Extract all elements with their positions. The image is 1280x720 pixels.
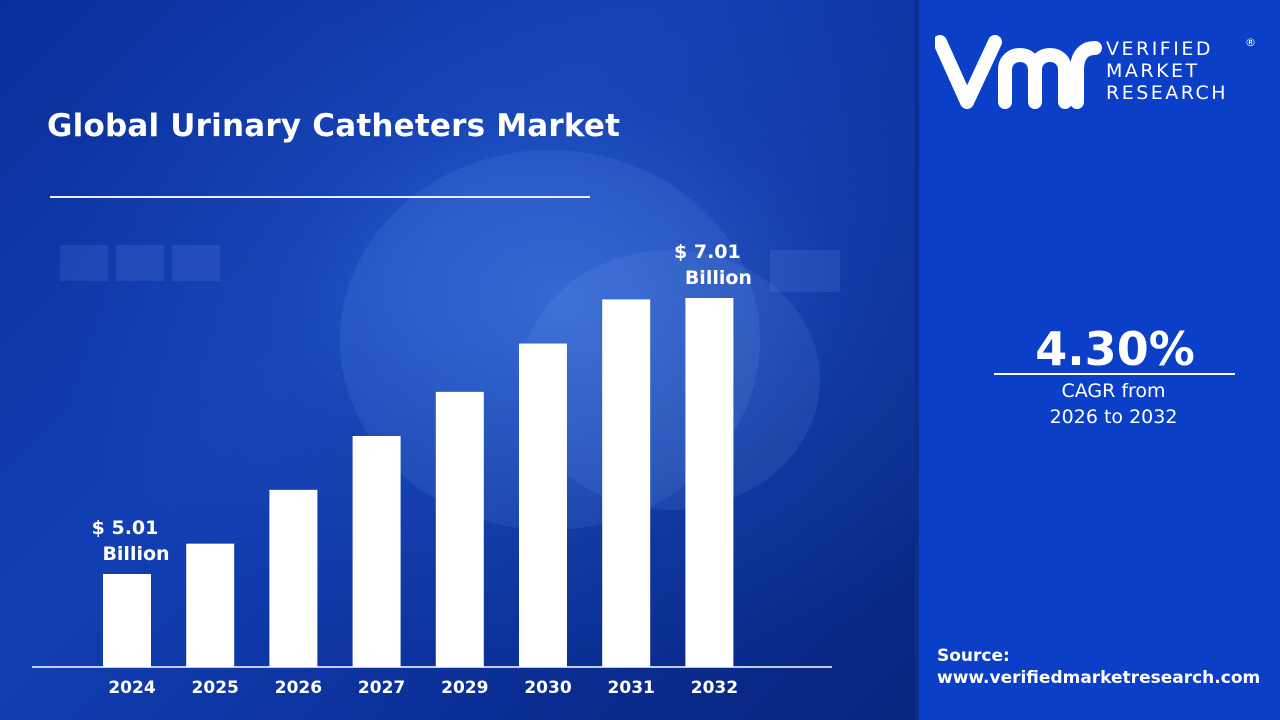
registered-mark: ® — [1245, 36, 1256, 49]
background-panel-deco — [172, 245, 220, 281]
sidebar-panel — [915, 0, 1280, 720]
bars-layer — [103, 298, 734, 667]
data-label-2024-line-1: $ 5.01 — [92, 517, 159, 539]
x-tick-label-2032: 2032 — [691, 678, 738, 698]
bar-chart: 2024 2025 2026 2027 2029 2030 2031 2032 $ 5.01 B… — [32, 241, 832, 698]
title-underline — [50, 196, 590, 198]
background-glow-2 — [520, 250, 820, 510]
bar-annotations: $ 5.01 Billion $ 7.01 Billion — [92, 241, 752, 565]
bar-2024 — [103, 574, 151, 667]
brand-line-1: VERIFIED — [1106, 38, 1213, 60]
brand-line-3: RESEARCH — [1106, 82, 1229, 104]
cagr-label-line-1: CAGR from — [1061, 380, 1166, 402]
brand-logo-icon — [935, 35, 1102, 109]
bar-2029 — [435, 391, 484, 667]
cagr-value: 4.30% — [1035, 322, 1195, 376]
background-panel-deco — [116, 245, 164, 281]
data-label-2032-line-2: Billion — [685, 267, 752, 289]
x-tick-label-2030: 2030 — [524, 678, 571, 698]
data-label-2024-line-2: Billion — [102, 543, 169, 565]
x-tick-label-2024: 2024 — [108, 678, 155, 698]
data-label-2032-line-1: $ 7.01 — [674, 241, 741, 263]
x-tick-label-2025: 2025 — [192, 678, 239, 698]
bar-2027 — [352, 436, 401, 667]
background-panel-deco — [60, 245, 108, 281]
cagr-divider — [994, 373, 1235, 375]
x-tick-label-2029: 2029 — [441, 678, 488, 698]
brand-name: VERIFIED MARKET RESEARCH — [1106, 38, 1266, 104]
brand-line-2: MARKET — [1106, 60, 1200, 82]
background-panel-deco — [770, 250, 840, 292]
bar-2025 — [186, 543, 235, 667]
x-tick-labels: 2024 2025 2026 2027 2029 2030 2031 2032 — [108, 678, 738, 698]
bar-2030 — [519, 343, 567, 667]
source-label: Source: — [937, 646, 1010, 666]
x-tick-label-2031: 2031 — [608, 678, 655, 698]
source-link[interactable]: www.verifiedmarketresearch.com — [937, 668, 1261, 688]
bar-2031 — [602, 299, 651, 667]
x-tick-label-2026: 2026 — [275, 678, 322, 698]
bar-2026 — [269, 489, 318, 667]
bar-2032 — [685, 298, 734, 667]
chart-title: Global Urinary Catheters Market — [47, 108, 621, 144]
cagr-label-line-2: 2026 to 2032 — [1049, 406, 1178, 428]
x-tick-label-2027: 2027 — [358, 678, 405, 698]
